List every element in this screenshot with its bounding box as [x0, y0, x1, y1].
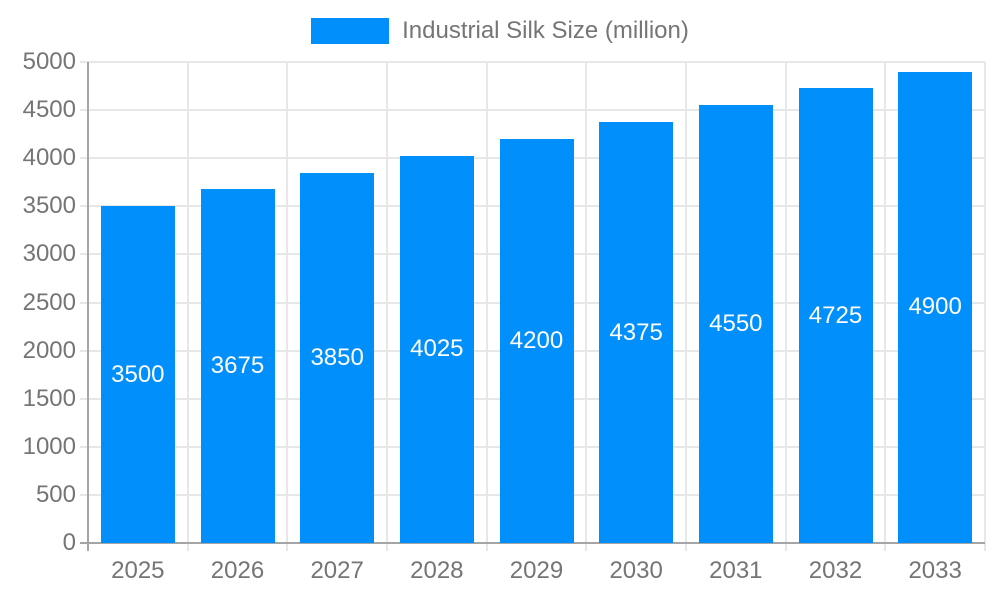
bar-value-label: 4200	[509, 326, 564, 354]
y-tick-label: 1000	[22, 432, 76, 460]
v-gridline	[386, 62, 388, 551]
y-tick-label: 0	[62, 529, 76, 556]
bar-value-label: 3850	[310, 343, 364, 371]
h-gridline	[80, 109, 985, 112]
x-tick-label: 2027	[310, 557, 364, 584]
bar-value-label: 4025	[410, 335, 464, 363]
bar-2030[interactable]	[599, 122, 674, 543]
y-tick-label: 2500	[22, 288, 76, 316]
y-tick-label: 3000	[22, 240, 76, 268]
y-tick-label: 4000	[22, 144, 76, 172]
bar-2026[interactable]	[200, 189, 275, 543]
y-tick-label: 1500	[22, 384, 76, 412]
y-tick-label: 500	[35, 480, 76, 508]
v-gridline	[286, 62, 289, 551]
bar-value-label: 4900	[908, 293, 962, 321]
v-gridline	[884, 62, 887, 551]
bar-value-label: 4725	[808, 301, 863, 329]
legend-item[interactable]: Industrial Silk Size (million)	[0, 17, 1000, 45]
v-gridline	[685, 62, 687, 551]
v-gridline	[186, 62, 189, 551]
y-tick-label: 2000	[22, 336, 76, 364]
bar-2032[interactable]	[798, 88, 873, 543]
x-tick-label: 2028	[410, 557, 464, 584]
x-tick-label: 2032	[808, 557, 863, 584]
x-axis-line	[80, 542, 985, 544]
v-gridline	[485, 62, 488, 551]
bar-value-label: 3675	[210, 352, 265, 380]
v-gridline	[984, 62, 986, 551]
y-tick-label: 4500	[22, 96, 76, 124]
h-gridline	[80, 61, 985, 63]
bar-2025[interactable]	[100, 206, 175, 543]
legend-swatch	[311, 18, 390, 44]
v-gridline	[585, 62, 588, 551]
y-tick-label: 5000	[22, 48, 76, 75]
legend-label: Industrial Silk Size (million)	[402, 17, 689, 44]
bar-value-label: 3500	[111, 360, 165, 388]
y-tick-label: 3500	[22, 192, 76, 220]
x-tick-label: 2025	[111, 557, 165, 584]
x-tick-label: 2031	[709, 557, 763, 584]
bar-value-label: 4550	[709, 310, 763, 338]
v-gridline	[784, 62, 787, 551]
bar-2033[interactable]	[898, 71, 973, 543]
x-tick-label: 2030	[609, 557, 663, 584]
bar-2031[interactable]	[698, 105, 773, 543]
bar-value-label: 4375	[609, 318, 663, 346]
x-tick-label: 2026	[210, 557, 265, 584]
bar-2029[interactable]	[499, 138, 574, 543]
x-tick-label: 2033	[908, 557, 962, 584]
bar-2028[interactable]	[399, 155, 474, 543]
x-tick-label: 2029	[509, 557, 564, 584]
bar-2027[interactable]	[300, 172, 375, 543]
y-axis-line	[87, 62, 89, 551]
